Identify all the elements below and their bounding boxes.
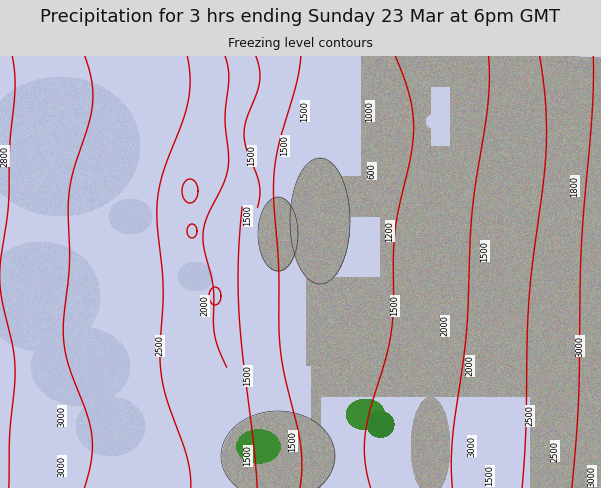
Text: 1500: 1500 <box>288 430 297 451</box>
Text: 600: 600 <box>367 163 376 179</box>
Text: 3000: 3000 <box>576 335 585 357</box>
Text: 2500: 2500 <box>551 441 560 462</box>
Text: 1500: 1500 <box>248 145 257 166</box>
Text: 2000: 2000 <box>441 316 450 337</box>
Text: Freezing level contours: Freezing level contours <box>228 37 373 50</box>
Text: 2000: 2000 <box>466 355 475 377</box>
Text: 1500: 1500 <box>281 136 290 157</box>
Text: 3000: 3000 <box>58 406 67 427</box>
Text: 2800: 2800 <box>1 145 10 166</box>
Text: 1500: 1500 <box>481 241 489 262</box>
Text: Precipitation for 3 hrs ending Sunday 23 Mar at 6pm GMT: Precipitation for 3 hrs ending Sunday 23… <box>40 8 561 26</box>
Text: 1500: 1500 <box>300 101 310 122</box>
Text: 1500: 1500 <box>243 446 252 467</box>
Text: 3000: 3000 <box>468 435 477 457</box>
Text: 1500: 1500 <box>243 205 252 226</box>
Text: 2500: 2500 <box>156 336 165 357</box>
Text: 1500: 1500 <box>391 296 400 317</box>
Text: 1500: 1500 <box>486 466 495 487</box>
Text: 1500: 1500 <box>243 366 252 386</box>
Text: 1200: 1200 <box>385 221 394 242</box>
Text: 3000: 3000 <box>58 455 67 477</box>
Text: 2500: 2500 <box>525 406 534 427</box>
Text: 1800: 1800 <box>570 176 579 197</box>
Text: 1000: 1000 <box>365 101 374 122</box>
Text: 2000: 2000 <box>201 296 210 317</box>
Text: 3000: 3000 <box>588 466 597 487</box>
